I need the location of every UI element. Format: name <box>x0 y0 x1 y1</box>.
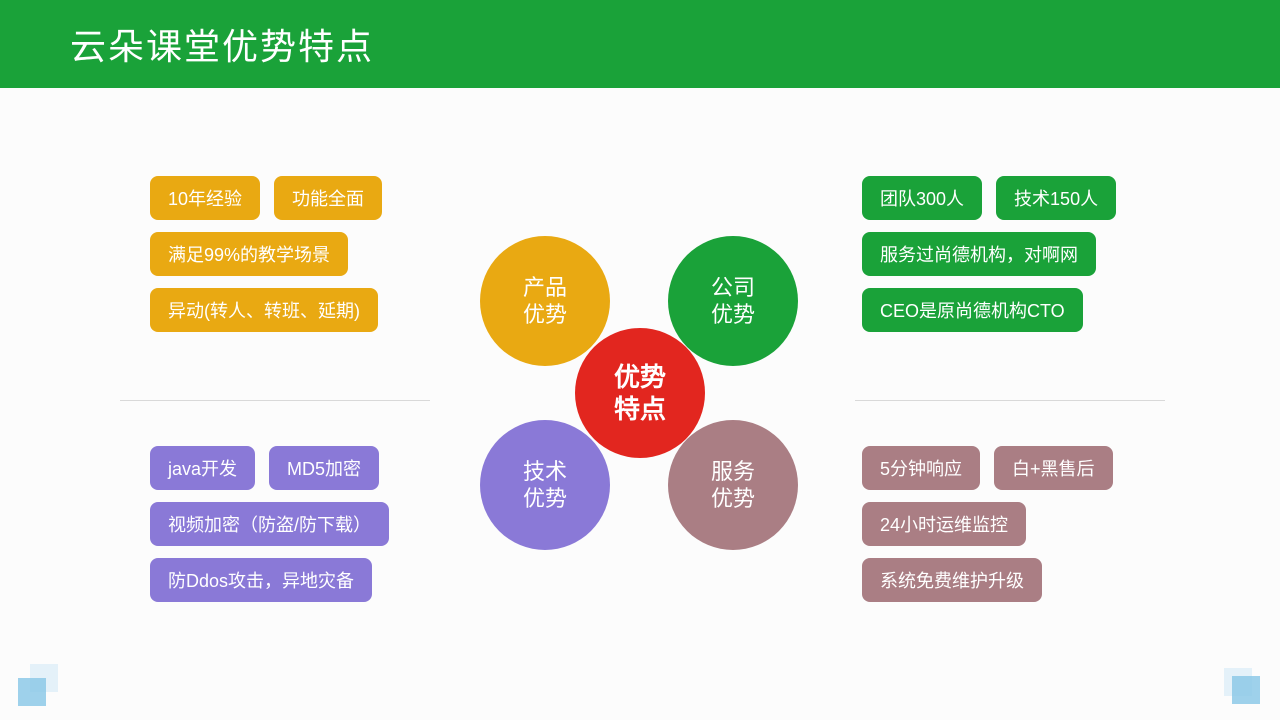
corner-bottom-right <box>1224 668 1264 708</box>
petal-tech: 技术优势 <box>480 420 610 550</box>
petal-product: 产品优势 <box>480 236 610 366</box>
pill-tech: java开发 <box>150 446 255 490</box>
divider-right <box>855 400 1165 401</box>
petal-product-label: 产品优势 <box>523 274 567 329</box>
content-area: 产品优势 公司优势 技术优势 服务优势 优势特点 10年经验功能全面满足99%的… <box>0 88 1280 720</box>
corner-square-icon <box>18 678 46 706</box>
pill-product: 10年经验 <box>150 176 260 220</box>
pill-product: 异动(转人、转班、延期) <box>150 288 378 332</box>
pill-tech: 视频加密（防盗/防下载） <box>150 502 389 546</box>
center-circle: 优势特点 <box>575 328 705 458</box>
pill-company: CEO是原尚德机构CTO <box>862 288 1083 332</box>
pill-service: 白+黑售后 <box>994 446 1113 490</box>
page-title: 云朵课堂优势特点 <box>70 18 374 70</box>
group-service: 5分钟响应白+黑售后 24小时运维监控系统免费维护升级 <box>862 446 1152 602</box>
petal-service-label: 服务优势 <box>711 458 755 513</box>
divider-left <box>120 400 430 401</box>
pill-company: 团队300人 <box>862 176 982 220</box>
pill-service: 24小时运维监控 <box>862 502 1026 546</box>
corner-square-icon <box>1232 676 1260 704</box>
header-bar: 云朵课堂优势特点 <box>0 0 1280 88</box>
corner-bottom-left <box>18 664 62 708</box>
pill-company: 技术150人 <box>996 176 1116 220</box>
pill-service: 5分钟响应 <box>862 446 980 490</box>
pill-tech: 防Ddos攻击，异地灾备 <box>150 558 372 602</box>
pill-product: 功能全面 <box>274 176 382 220</box>
group-company: 团队300人技术150人服务过尚德机构，对啊网 CEO是原尚德机构CTO <box>862 176 1152 332</box>
center-label: 优势特点 <box>614 361 666 426</box>
petal-company-label: 公司优势 <box>711 274 755 329</box>
group-tech: java开发 MD5加密视频加密（防盗/防下载） 防Ddos攻击，异地灾备 <box>150 446 450 602</box>
petal-tech-label: 技术优势 <box>523 458 567 513</box>
pill-product: 满足99%的教学场景 <box>150 232 348 276</box>
pill-service: 系统免费维护升级 <box>862 558 1042 602</box>
pill-tech: MD5加密 <box>269 446 379 490</box>
pill-company: 服务过尚德机构，对啊网 <box>862 232 1096 276</box>
petal-service: 服务优势 <box>668 420 798 550</box>
petal-company: 公司优势 <box>668 236 798 366</box>
slide: 云朵课堂优势特点 产品优势 公司优势 技术优势 服务优势 优势特点 10年经验功… <box>0 0 1280 720</box>
group-product: 10年经验功能全面满足99%的教学场景异动(转人、转班、延期) <box>150 176 450 332</box>
